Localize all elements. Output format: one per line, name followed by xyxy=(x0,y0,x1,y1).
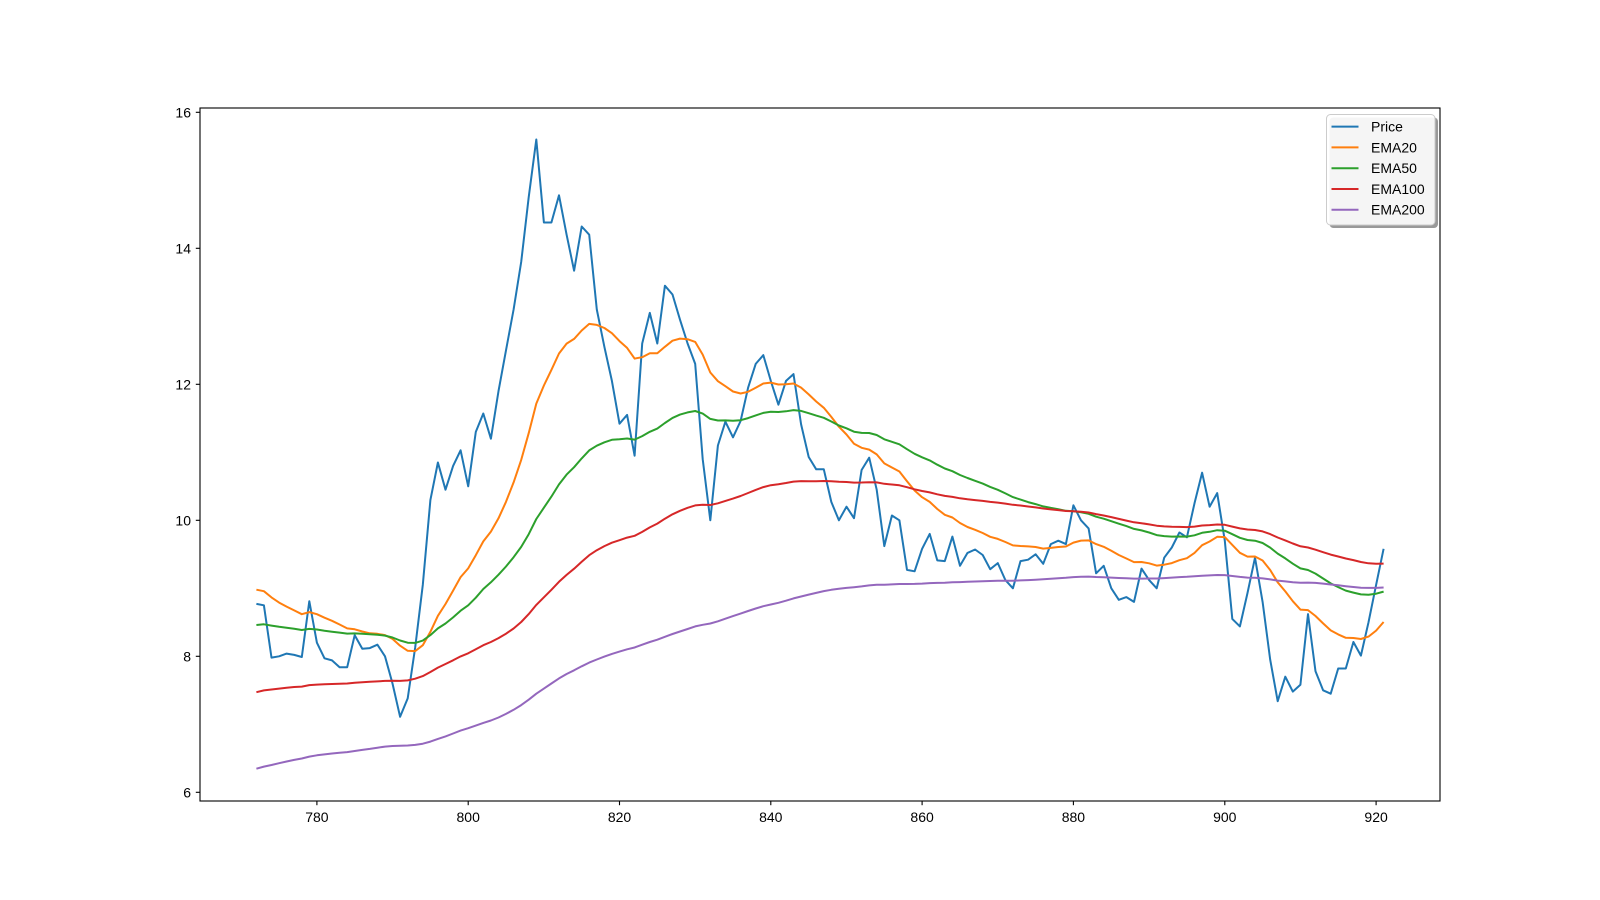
svg-text:780: 780 xyxy=(305,809,329,825)
svg-text:EMA50: EMA50 xyxy=(1371,160,1417,176)
svg-text:820: 820 xyxy=(608,809,632,825)
svg-text:8: 8 xyxy=(183,648,191,664)
svg-text:EMA20: EMA20 xyxy=(1371,139,1417,155)
svg-text:12: 12 xyxy=(175,376,191,392)
svg-text:EMA200: EMA200 xyxy=(1371,202,1425,218)
svg-text:16: 16 xyxy=(175,104,191,120)
svg-text:Price: Price xyxy=(1371,119,1403,135)
svg-text:860: 860 xyxy=(910,809,934,825)
svg-text:14: 14 xyxy=(175,240,191,256)
svg-text:920: 920 xyxy=(1364,809,1388,825)
svg-text:10: 10 xyxy=(175,512,191,528)
svg-text:900: 900 xyxy=(1213,809,1237,825)
svg-text:880: 880 xyxy=(1062,809,1086,825)
svg-text:EMA100: EMA100 xyxy=(1371,181,1425,197)
svg-text:840: 840 xyxy=(759,809,783,825)
svg-text:800: 800 xyxy=(457,809,481,825)
svg-text:6: 6 xyxy=(183,784,191,800)
